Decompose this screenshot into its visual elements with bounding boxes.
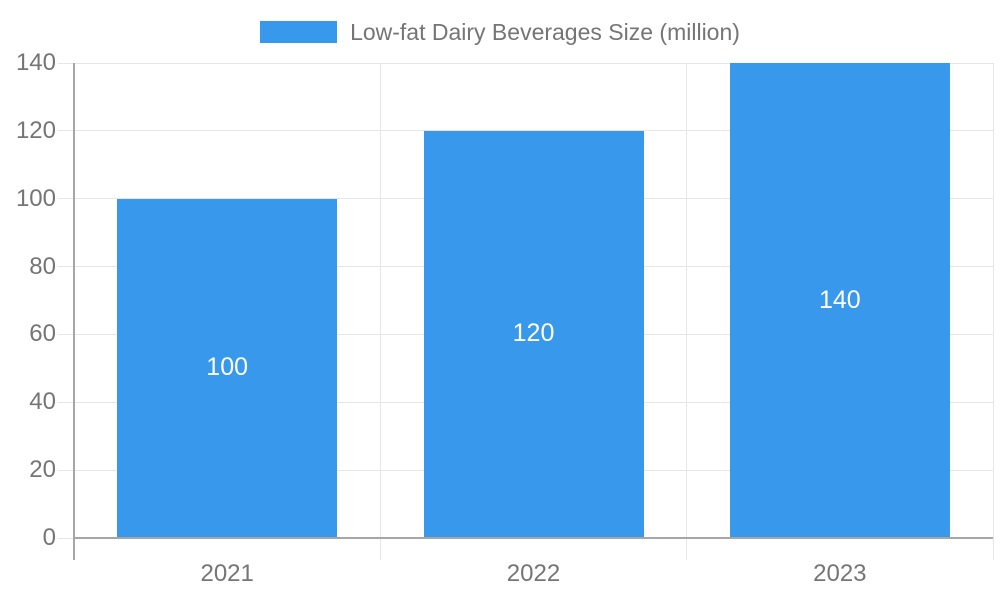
y-tick-label: 120: [15, 116, 56, 144]
x-tick-label: 2022: [506, 560, 561, 587]
y-tick-label: 40: [29, 388, 56, 416]
v-gridline: [992, 63, 994, 560]
y-tick-label: 140: [15, 49, 56, 76]
v-gridline: [686, 63, 688, 560]
bar-2021[interactable]: [117, 198, 338, 537]
y-tick-label: 20: [29, 456, 56, 484]
y-tick-label: 80: [29, 252, 56, 280]
y-tick-label: 60: [29, 320, 56, 348]
x-tick-label: 2021: [200, 560, 254, 587]
y-tick-label: 100: [15, 184, 56, 212]
legend-swatch-icon: [260, 21, 338, 43]
chart-legend[interactable]: Low-fat Dairy Beverages Size (million): [0, 18, 1000, 46]
zero-tick: [58, 537, 74, 539]
h-gridline: [58, 62, 993, 64]
bar-value-label: 120: [512, 319, 555, 348]
legend-label: Low-fat Dairy Beverages Size (million): [350, 18, 740, 45]
bar-2023[interactable]: [729, 63, 950, 537]
bar-2022[interactable]: [423, 130, 644, 537]
y-tick-label: 0: [42, 524, 56, 551]
bar-value-label: 100: [206, 353, 249, 382]
y-axis-line: [73, 63, 75, 560]
bar-value-label: 140: [818, 285, 861, 314]
x-axis-line: [74, 537, 993, 539]
x-tick-label: 2023: [813, 560, 867, 587]
v-gridline: [379, 63, 381, 560]
